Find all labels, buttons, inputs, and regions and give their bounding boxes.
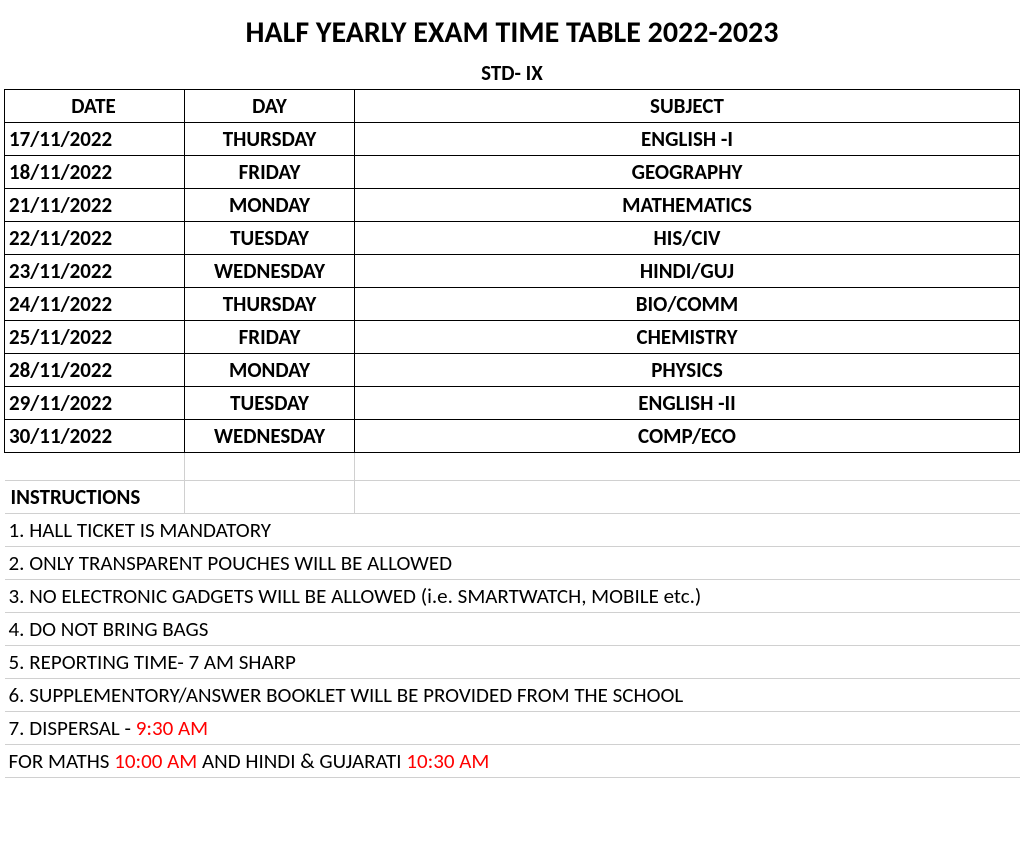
- highlight-text: 10:30 AM: [406, 748, 489, 774]
- cell-day: TUESDAY: [185, 222, 355, 255]
- cell-date: 18/11/2022: [5, 156, 185, 189]
- table-row: 30/11/2022WEDNESDAYCOMP/ECO: [5, 420, 1020, 453]
- instructions-header-row: INSTRUCTIONS: [5, 481, 1020, 514]
- instruction-fragment: 6. SUPPLEMENTORY/ANSWER BOOKLET WILL BE …: [9, 682, 684, 708]
- timetable: STD- IX DATE DAY SUBJECT 17/11/2022THURS…: [4, 57, 1020, 778]
- instruction-text: 6. SUPPLEMENTORY/ANSWER BOOKLET WILL BE …: [5, 679, 1020, 712]
- cell-date: 24/11/2022: [5, 288, 185, 321]
- subtitle-row: STD- IX: [5, 57, 1020, 90]
- table-row: 28/11/2022MONDAYPHYSICS: [5, 354, 1020, 387]
- instructions-header: INSTRUCTIONS: [5, 481, 185, 514]
- instruction-row: 7. DISPERSAL - 9:30 AM: [5, 712, 1020, 745]
- table-row: 17/11/2022THURSDAYENGLISH -I: [5, 123, 1020, 156]
- cell-day: FRIDAY: [185, 321, 355, 354]
- instruction-text: 7. DISPERSAL - 9:30 AM: [5, 712, 1020, 745]
- instruction-row: 4. DO NOT BRING BAGS: [5, 613, 1020, 646]
- cell-day: MONDAY: [185, 189, 355, 222]
- cell-subject: PHYSICS: [355, 354, 1020, 387]
- cell-subject: HIS/CIV: [355, 222, 1020, 255]
- cell-date: 25/11/2022: [5, 321, 185, 354]
- instruction-text: 1. HALL TICKET IS MANDATORY: [5, 514, 1020, 547]
- table-row: 22/11/2022TUESDAYHIS/CIV: [5, 222, 1020, 255]
- table-header-row: DATE DAY SUBJECT: [5, 90, 1020, 123]
- cell-subject: ENGLISH -II: [355, 387, 1020, 420]
- instruction-row: 6. SUPPLEMENTORY/ANSWER BOOKLET WILL BE …: [5, 679, 1020, 712]
- cell-subject: HINDI/GUJ: [355, 255, 1020, 288]
- instruction-text: 4. DO NOT BRING BAGS: [5, 613, 1020, 646]
- cell-day: WEDNESDAY: [185, 420, 355, 453]
- cell-date: 29/11/2022: [5, 387, 185, 420]
- cell-day: WEDNESDAY: [185, 255, 355, 288]
- cell-day: TUESDAY: [185, 387, 355, 420]
- instruction-row: FOR MATHS 10:00 AM AND HINDI & GUJARATI …: [5, 745, 1020, 778]
- cell-date: 21/11/2022: [5, 189, 185, 222]
- instruction-text: 2. ONLY TRANSPARENT POUCHES WILL BE ALLO…: [5, 547, 1020, 580]
- table-row: 29/11/2022TUESDAYENGLISH -II: [5, 387, 1020, 420]
- instruction-fragment: 2. ONLY TRANSPARENT POUCHES WILL BE ALLO…: [9, 550, 453, 576]
- instruction-row: 2. ONLY TRANSPARENT POUCHES WILL BE ALLO…: [5, 547, 1020, 580]
- instruction-fragment: 5. REPORTING TIME- 7 AM SHARP: [9, 649, 296, 675]
- cell-date: 28/11/2022: [5, 354, 185, 387]
- instruction-fragment: AND HINDI & GUJARATI: [197, 748, 406, 774]
- cell-day: FRIDAY: [185, 156, 355, 189]
- instruction-fragment: 4. DO NOT BRING BAGS: [9, 616, 209, 642]
- cell-subject: GEOGRAPHY: [355, 156, 1020, 189]
- col-header-day: DAY: [185, 90, 355, 123]
- spacer-row: [5, 453, 1020, 481]
- cell-day: THURSDAY: [185, 288, 355, 321]
- instruction-fragment: 3. NO ELECTRONIC GADGETS WILL BE ALLOWED…: [9, 583, 702, 609]
- table-row: 18/11/2022FRIDAYGEOGRAPHY: [5, 156, 1020, 189]
- cell-subject: BIO/COMM: [355, 288, 1020, 321]
- instruction-row: 1. HALL TICKET IS MANDATORY: [5, 514, 1020, 547]
- instruction-fragment: 1. HALL TICKET IS MANDATORY: [9, 517, 272, 543]
- instruction-fragment: FOR MATHS: [9, 748, 115, 774]
- table-row: 21/11/2022MONDAYMATHEMATICS: [5, 189, 1020, 222]
- cell-day: MONDAY: [185, 354, 355, 387]
- instruction-text: 5. REPORTING TIME- 7 AM SHARP: [5, 646, 1020, 679]
- instruction-row: 3. NO ELECTRONIC GADGETS WILL BE ALLOWED…: [5, 580, 1020, 613]
- cell-subject: COMP/ECO: [355, 420, 1020, 453]
- instruction-text: 3. NO ELECTRONIC GADGETS WILL BE ALLOWED…: [5, 580, 1020, 613]
- highlight-text: 10:00 AM: [114, 748, 197, 774]
- page-title: HALF YEARLY EXAM TIME TABLE 2022-2023: [4, 8, 1020, 57]
- instruction-row: 5. REPORTING TIME- 7 AM SHARP: [5, 646, 1020, 679]
- instruction-text: FOR MATHS 10:00 AM AND HINDI & GUJARATI …: [5, 745, 1020, 778]
- table-row: 23/11/2022WEDNESDAYHINDI/GUJ: [5, 255, 1020, 288]
- cell-date: 23/11/2022: [5, 255, 185, 288]
- instruction-fragment: 7. DISPERSAL -: [9, 715, 136, 741]
- subtitle: STD- IX: [5, 57, 1020, 90]
- cell-date: 22/11/2022: [5, 222, 185, 255]
- cell-day: THURSDAY: [185, 123, 355, 156]
- highlight-text: 9:30 AM: [136, 715, 208, 741]
- cell-date: 30/11/2022: [5, 420, 185, 453]
- table-row: 24/11/2022THURSDAYBIO/COMM: [5, 288, 1020, 321]
- cell-date: 17/11/2022: [5, 123, 185, 156]
- cell-subject: ENGLISH -I: [355, 123, 1020, 156]
- cell-subject: CHEMISTRY: [355, 321, 1020, 354]
- cell-subject: MATHEMATICS: [355, 189, 1020, 222]
- table-row: 25/11/2022FRIDAYCHEMISTRY: [5, 321, 1020, 354]
- col-header-subject: SUBJECT: [355, 90, 1020, 123]
- col-header-date: DATE: [5, 90, 185, 123]
